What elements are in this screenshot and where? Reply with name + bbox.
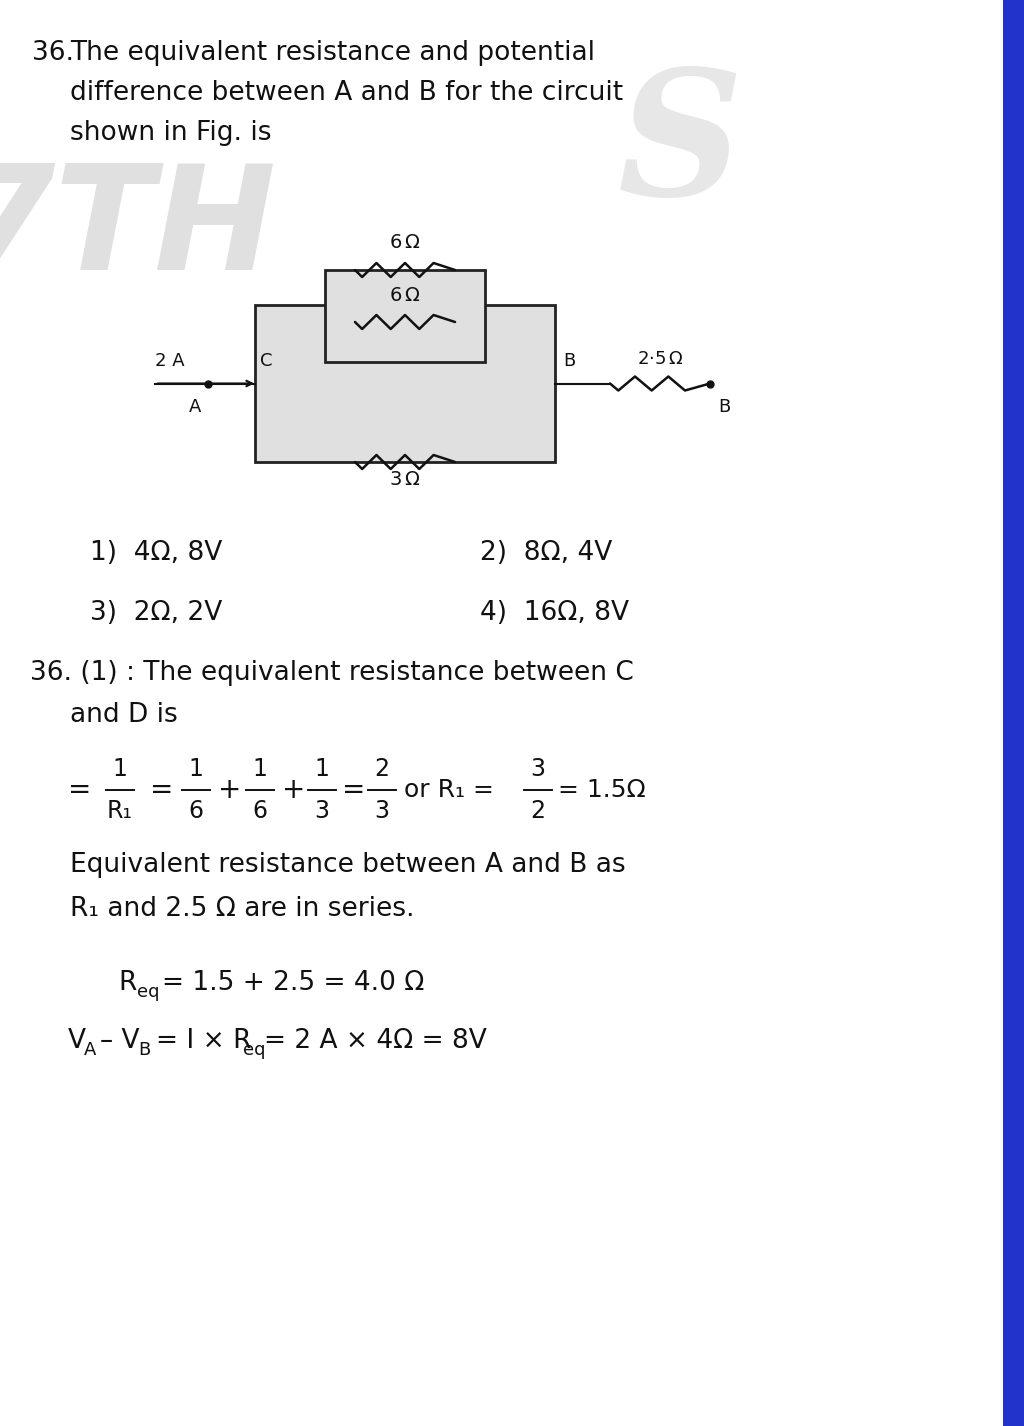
Text: 36.: 36.	[32, 40, 74, 66]
Text: The equivalent resistance and potential: The equivalent resistance and potential	[70, 40, 595, 66]
Text: 3: 3	[530, 757, 546, 781]
Text: 6: 6	[253, 799, 267, 823]
Text: 2 A: 2 A	[155, 351, 184, 369]
Text: or R₁ =: or R₁ =	[404, 779, 494, 801]
Text: 3)  2Ω, 2V: 3) 2Ω, 2V	[90, 600, 222, 626]
Text: =: =	[150, 776, 173, 804]
Text: 2)  8Ω, 4V: 2) 8Ω, 4V	[480, 540, 612, 566]
Text: 6: 6	[188, 799, 204, 823]
Text: and D is: and D is	[70, 702, 178, 729]
Text: 7TH: 7TH	[0, 160, 276, 301]
Text: Equivalent resistance between A and B as: Equivalent resistance between A and B as	[70, 851, 626, 878]
Text: V: V	[68, 1028, 86, 1054]
Text: 1: 1	[188, 757, 204, 781]
Text: eq: eq	[137, 983, 160, 1001]
Text: B: B	[563, 351, 575, 369]
Text: C: C	[260, 351, 272, 369]
Text: B: B	[138, 1041, 151, 1060]
Text: S: S	[617, 64, 742, 232]
Bar	[325, 270, 485, 362]
Text: 2: 2	[530, 799, 546, 823]
Text: $2{\cdot}5\,\Omega$: $2{\cdot}5\,\Omega$	[637, 349, 683, 368]
Text: =: =	[342, 776, 366, 804]
Bar	[255, 305, 555, 462]
Text: = 1.5Ω: = 1.5Ω	[558, 779, 646, 801]
Text: A: A	[188, 398, 201, 415]
Text: 4)  16Ω, 8V: 4) 16Ω, 8V	[480, 600, 629, 626]
Bar	[1002, 0, 1024, 1426]
Text: 36. (1) : The equivalent resistance between C: 36. (1) : The equivalent resistance betw…	[30, 660, 634, 686]
Text: $6\,\Omega$: $6\,\Omega$	[389, 232, 421, 252]
Text: 3: 3	[314, 799, 330, 823]
Text: shown in Fig. is: shown in Fig. is	[70, 120, 271, 145]
Text: = 2 A × 4Ω = 8V: = 2 A × 4Ω = 8V	[264, 1028, 486, 1054]
Text: 3: 3	[375, 799, 389, 823]
Text: = I × R: = I × R	[156, 1028, 252, 1054]
Text: R₁ and 2.5 Ω are in series.: R₁ and 2.5 Ω are in series.	[70, 896, 415, 923]
Text: = 1.5 + 2.5 = 4.0 Ω: = 1.5 + 2.5 = 4.0 Ω	[162, 970, 424, 995]
Text: 2: 2	[375, 757, 389, 781]
Text: 1)  4Ω, 8V: 1) 4Ω, 8V	[90, 540, 222, 566]
Text: B: B	[718, 398, 730, 415]
Text: +: +	[218, 776, 242, 804]
Text: 1: 1	[253, 757, 267, 781]
Text: +: +	[282, 776, 305, 804]
Text: R: R	[118, 970, 136, 995]
Text: – V: – V	[100, 1028, 139, 1054]
Text: =: =	[68, 776, 91, 804]
Text: eq: eq	[243, 1041, 265, 1060]
Text: difference between A and B for the circuit: difference between A and B for the circu…	[70, 80, 624, 106]
Text: 1: 1	[314, 757, 330, 781]
Text: $6\,\Omega$: $6\,\Omega$	[389, 287, 421, 305]
Text: 1: 1	[113, 757, 127, 781]
Text: $3\,\Omega$: $3\,\Omega$	[389, 471, 421, 489]
Text: R₁: R₁	[108, 799, 133, 823]
Text: A: A	[84, 1041, 96, 1060]
